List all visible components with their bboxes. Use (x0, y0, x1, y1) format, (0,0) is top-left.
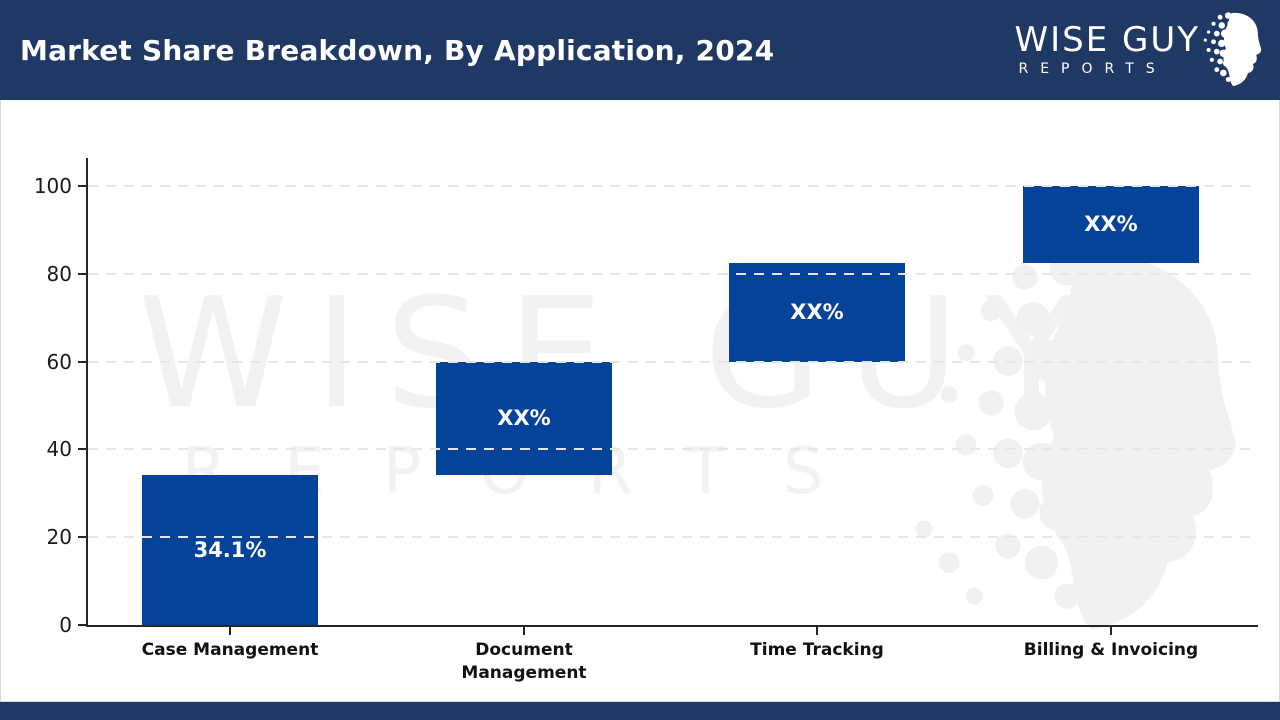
gridline-y40 (88, 448, 1252, 451)
y-axis-line (86, 158, 88, 627)
y-tickmark (78, 448, 86, 451)
y-tickmark (78, 624, 86, 626)
bar-segment-3: XX% (729, 262, 905, 362)
x-category-label: Document Management (461, 640, 587, 683)
x-tickmark (816, 627, 818, 635)
x-category-label: Time Tracking (750, 640, 884, 660)
x-tickmark (523, 627, 525, 635)
bar-segment-2: XX% (436, 361, 612, 476)
bar-value-label: XX% (1084, 212, 1138, 237)
y-tickmark (78, 272, 86, 275)
y-tickmark (78, 536, 86, 539)
footer-bar (0, 702, 1280, 720)
y-tickmark (78, 360, 86, 363)
x-category-label: Billing & Invoicing (1023, 640, 1199, 660)
bar-value-label: XX% (790, 300, 844, 325)
logo-wordmark: WISE GUY (1014, 20, 1200, 61)
x-tickmark (229, 627, 231, 635)
bar-value-label: 34.1% (193, 538, 267, 563)
gridline-y60 (88, 360, 1252, 363)
y-tick-label: 20 (46, 525, 72, 550)
bar-segment-1: 34.1% (142, 475, 318, 625)
logo-text: WISE GUY REPORTS (1014, 20, 1200, 77)
gridline-y100 (88, 185, 1252, 187)
x-tickmark (1110, 627, 1112, 635)
y-tick-label: 0 (59, 613, 72, 637)
chart-title: Market Share Breakdown, By Application, … (20, 33, 775, 67)
y-tick-label: 60 (46, 349, 72, 374)
bar-segment-4: XX% (1023, 186, 1199, 263)
wise-guy-reports-logo: WISE GUY REPORTS (1014, 7, 1280, 93)
x-category-label: Case Management (141, 640, 319, 660)
y-tickmark (78, 185, 86, 187)
bar-value-label: XX% (497, 406, 551, 431)
dotted-head-logo-icon (1203, 12, 1262, 87)
y-tick-label: 40 (46, 437, 72, 462)
gridline-y20 (88, 536, 1252, 539)
y-tick-label: 100 (33, 174, 72, 198)
header-bar: Market Share Breakdown, By Application, … (0, 0, 1280, 100)
x-axis-line (86, 625, 1258, 627)
y-tick-label: 80 (46, 261, 72, 286)
logo-subtitle: REPORTS (1018, 60, 1167, 77)
gridline-y80 (88, 272, 1252, 275)
